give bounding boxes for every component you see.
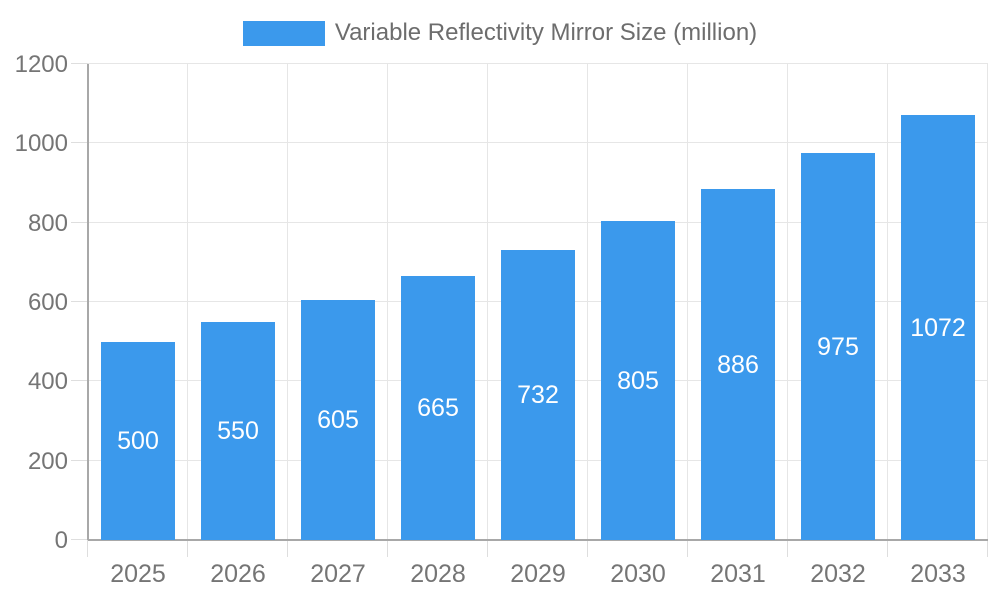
x-gridline (687, 64, 688, 540)
x-gridline (387, 64, 388, 540)
x-axis-line (88, 539, 988, 541)
y-tick-mark (71, 63, 88, 64)
x-axis-label: 2025 (110, 560, 166, 588)
y-gridline (88, 142, 988, 143)
bar-2030[interactable] (601, 221, 675, 540)
x-tick-mark (687, 540, 688, 557)
y-tick-mark (71, 380, 88, 381)
x-gridline (787, 64, 788, 540)
y-axis-label: 400 (27, 368, 68, 395)
legend[interactable]: Variable Reflectivity Mirror Size (milli… (0, 16, 1000, 50)
bar-2029[interactable] (501, 250, 575, 540)
legend-swatch-icon (242, 20, 325, 46)
y-gridline (88, 222, 988, 223)
x-tick-mark (587, 540, 588, 557)
x-gridline (887, 64, 888, 540)
x-tick-mark (87, 540, 88, 557)
bar-value-label: 605 (317, 406, 359, 434)
y-axis-label: 800 (27, 210, 68, 237)
bar-2026[interactable] (201, 322, 275, 540)
x-gridline (287, 64, 288, 540)
x-tick-mark (387, 540, 388, 557)
x-axis-label: 2026 (210, 560, 266, 588)
bar-2025[interactable] (101, 342, 175, 540)
y-axis-label: 0 (54, 527, 68, 554)
bar-value-label: 500 (117, 427, 159, 455)
y-axis-line (87, 64, 89, 540)
bar-value-label: 1072 (910, 314, 966, 342)
y-tick-mark (71, 222, 88, 223)
y-axis-label: 1200 (14, 51, 68, 78)
x-axis-label: 2027 (310, 560, 366, 588)
bar-2027[interactable] (301, 300, 375, 540)
x-tick-mark (187, 540, 188, 557)
x-axis-label: 2029 (510, 560, 566, 588)
x-tick-mark (887, 540, 888, 557)
y-tick-mark (71, 142, 88, 143)
bar-value-label: 550 (217, 417, 259, 445)
bar-2033[interactable] (901, 115, 975, 540)
x-gridline (587, 64, 588, 540)
y-axis-label: 1000 (14, 130, 68, 157)
y-gridline (88, 63, 988, 64)
bar-value-label: 975 (817, 333, 859, 361)
x-gridline (187, 64, 188, 540)
bar-value-label: 732 (517, 381, 559, 409)
bar-value-label: 886 (717, 351, 759, 379)
x-tick-mark (987, 540, 988, 557)
x-axis-label: 2030 (610, 560, 666, 588)
x-axis-label: 2032 (810, 560, 866, 588)
x-axis-label: 2031 (710, 560, 766, 588)
y-axis-label: 200 (27, 448, 68, 475)
y-tick-mark (71, 460, 88, 461)
bar-2031[interactable] (701, 189, 775, 540)
bar-2028[interactable] (401, 276, 475, 540)
x-gridline (987, 64, 988, 540)
x-axis-label: 2033 (910, 560, 966, 588)
bar-2032[interactable] (801, 153, 875, 540)
bar-value-label: 805 (617, 367, 659, 395)
x-axis-label: 2028 (410, 560, 466, 588)
x-tick-mark (487, 540, 488, 557)
bar-value-label: 665 (417, 394, 459, 422)
x-tick-mark (787, 540, 788, 557)
x-gridline (487, 64, 488, 540)
legend-label: Variable Reflectivity Mirror Size (milli… (334, 19, 758, 46)
y-tick-mark (71, 301, 88, 302)
x-tick-mark (287, 540, 288, 557)
y-tick-mark (71, 539, 88, 540)
y-axis-label: 600 (27, 289, 68, 316)
